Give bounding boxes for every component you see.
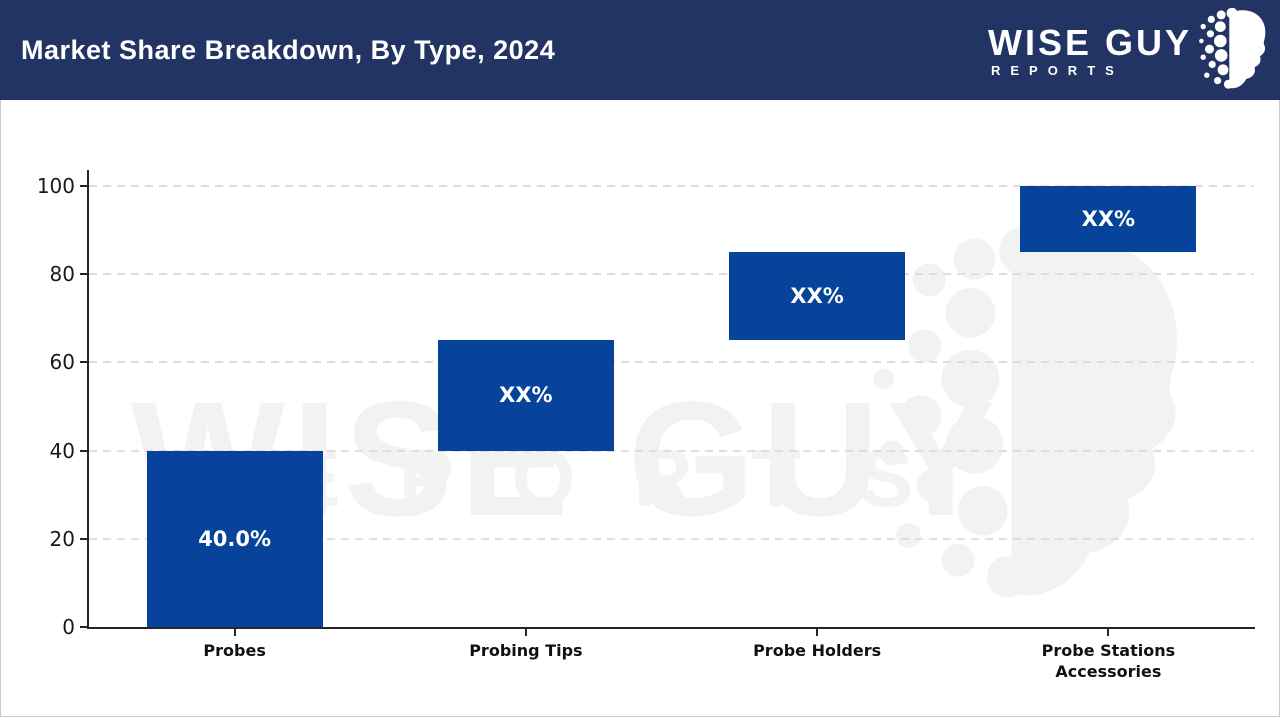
bar-probe-holders[interactable]: XX% [729,252,906,341]
gridline [89,537,1254,540]
chart-area: WISE GUY REPORTS 0 20 40 60 80 100 40.0% Probes… [0,100,1280,717]
gridline [89,361,1254,364]
x-category-label: Probing Tips [469,641,583,660]
bar-probe-stations-accessories[interactable]: XX% [1020,186,1197,253]
bar-probes[interactable]: 40.0% [146,450,323,627]
bar-value-label: XX% [1081,207,1136,232]
header-bar: Market Share Breakdown, By Type, 2024 WI… [0,0,1280,100]
bar-value-label: XX% [499,383,553,408]
brand-name: WISE GUY [987,21,1192,63]
y-tick-mark [80,537,88,540]
gridline [89,185,1254,187]
bar-value-label: 40.0% [198,526,272,551]
y-tick-mark [80,185,88,187]
x-tick-mark [233,629,236,636]
y-tick-label: 60 [49,350,75,375]
y-tick-label: 40 [49,438,75,463]
x-category-label: Probe Holders [753,641,882,660]
bar-probing-tips[interactable]: XX% [437,340,614,451]
y-tick-label: 20 [49,526,75,551]
watermark-head-icon [873,226,1177,598]
dotted-head-icon [1199,8,1266,89]
y-axis-line [87,170,89,629]
y-tick-label: 80 [49,262,75,287]
y-tick-mark [80,361,88,364]
bar-value-label: XX% [790,284,844,309]
y-tick-mark [80,626,88,628]
gridline [89,273,1254,276]
x-category-label: Probes [203,641,266,660]
x-axis-line [87,627,1255,629]
y-tick-label: 100 [36,174,75,198]
page-title: Market Share Breakdown, By Type, 2024 [21,34,556,65]
brand-subtitle: REPORTS [990,62,1124,78]
y-tick-mark [80,449,88,452]
gridline [89,449,1254,452]
y-tick-label: 0 [62,615,75,639]
y-tick-mark [80,273,88,276]
x-category-label: Probe Stations Accessories [1041,641,1176,681]
brand-logo: WISE GUY REPORTS [988,8,1268,92]
x-tick-mark [816,629,819,636]
brand-logo-text: WISE GUY REPORTS [987,21,1192,78]
x-tick-mark [524,629,527,636]
x-tick-mark [1107,629,1110,636]
